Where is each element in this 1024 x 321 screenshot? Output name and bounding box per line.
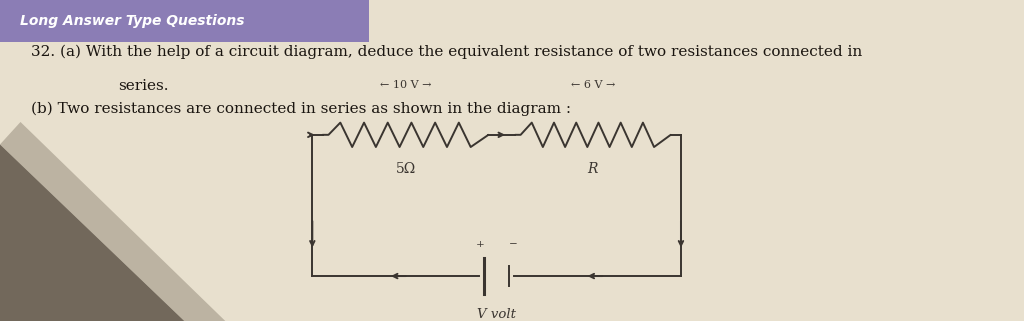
Text: ← 10 V →: ← 10 V → [380,80,431,90]
Text: R: R [588,162,598,176]
Text: −: − [509,240,517,249]
Text: (b) Two resistances are connected in series as shown in the diagram :: (b) Two resistances are connected in ser… [31,101,570,116]
Text: 5Ω: 5Ω [395,162,416,176]
Text: ← 6 V →: ← 6 V → [570,80,615,90]
FancyBboxPatch shape [0,0,369,42]
Polygon shape [0,144,184,321]
Text: series.: series. [118,79,168,93]
Polygon shape [0,122,225,321]
Text: +: + [476,240,484,249]
Text: Long Answer Type Questions: Long Answer Type Questions [20,14,245,28]
Text: 32. (a) With the help of a circuit diagram, deduce the equivalent resistance of : 32. (a) With the help of a circuit diagr… [31,45,862,59]
Text: V volt: V volt [477,308,516,321]
